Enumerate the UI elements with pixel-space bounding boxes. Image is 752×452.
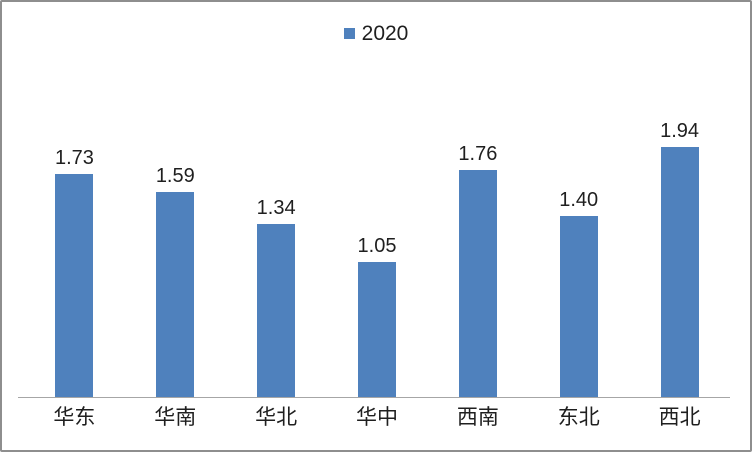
bar-column: 1.76: [427, 59, 528, 397]
x-axis-line: [18, 397, 730, 398]
bar-东北[interactable]: [559, 216, 598, 397]
bar-column: 1.73: [24, 59, 125, 397]
bar-column: 1.40: [528, 59, 629, 397]
legend[interactable]: 2020: [2, 21, 750, 45]
bar-华北[interactable]: [257, 224, 296, 397]
bar-column: 1.05: [327, 59, 428, 397]
x-axis-labels: 华东 华南 华北 华中 西南 东北 西北: [24, 404, 730, 431]
legend-marker-icon: [343, 27, 355, 39]
bar-column: 1.34: [226, 59, 327, 397]
bar-华中[interactable]: [358, 261, 396, 397]
bar-value-label: 1.76: [458, 142, 498, 165]
x-axis-label: 华中: [356, 406, 398, 429]
bar-华东[interactable]: [55, 173, 94, 397]
plot-area: 1.73 1.59 1.34 1.05 1.76 1.40 1.94: [24, 59, 730, 397]
bar-value-label: 1.59: [155, 164, 195, 187]
bar-value-label: 1.34: [256, 197, 296, 220]
bar-column: 1.59: [125, 59, 226, 397]
bar-华南[interactable]: [156, 191, 195, 397]
x-axis-label: 华北: [255, 406, 298, 429]
bar-value-label: 1.05: [357, 234, 397, 257]
bar-value-label: 1.40: [559, 189, 599, 212]
x-axis-label: 西北: [658, 406, 701, 429]
x-axis-label: 华东: [53, 406, 96, 429]
x-axis-label: 东北: [557, 406, 600, 429]
bar-value-label: 1.94: [660, 119, 700, 142]
legend-label: 2020: [361, 21, 409, 45]
bar-西南[interactable]: [458, 169, 497, 397]
x-axis-label: 华南: [154, 406, 197, 429]
bar-column: 1.94: [629, 59, 730, 397]
x-axis-label: 西南: [456, 406, 499, 429]
bar-value-label: 1.73: [54, 146, 94, 169]
bar-西北[interactable]: [660, 146, 699, 397]
